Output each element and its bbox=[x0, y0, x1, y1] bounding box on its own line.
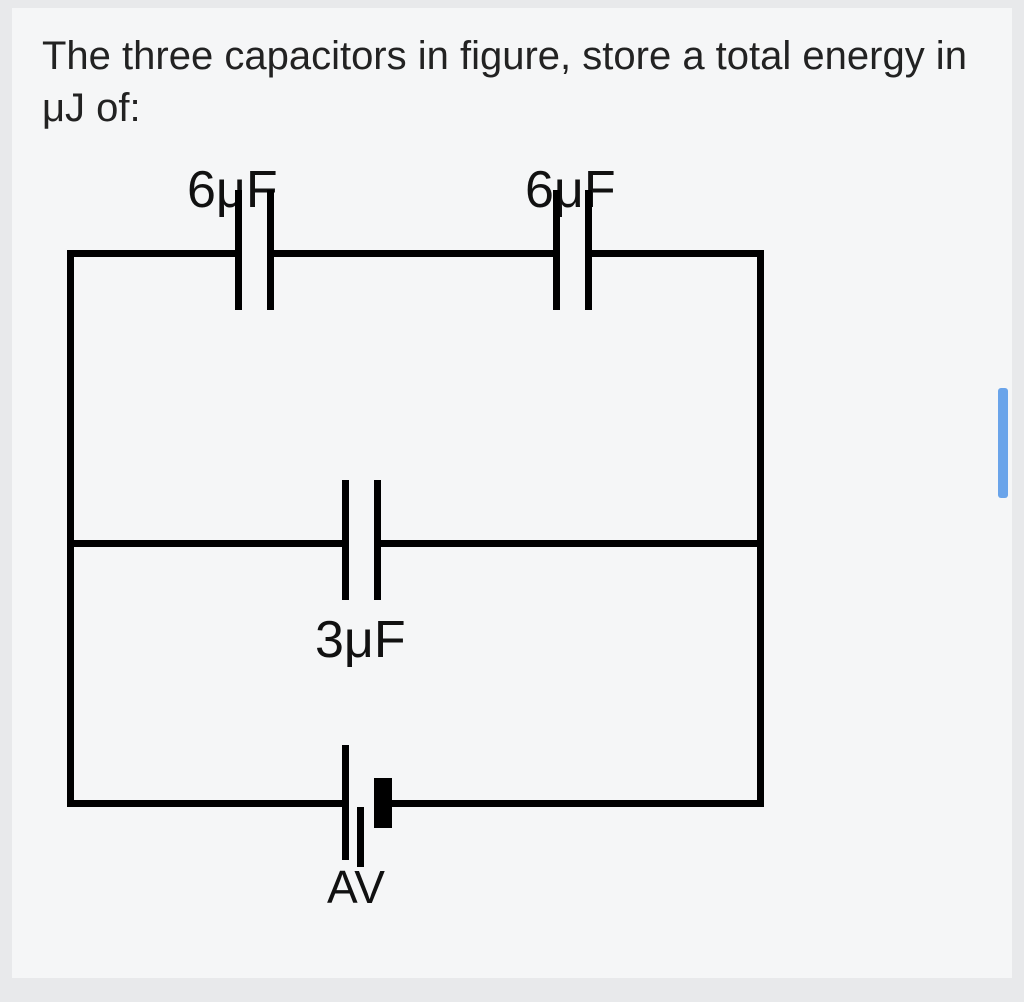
wire-top-seg2 bbox=[274, 250, 553, 257]
page-surface: The three capacitors in figure, store a … bbox=[12, 8, 1012, 978]
question-text: The three capacitors in figure, store a … bbox=[12, 18, 1012, 152]
wire-right-vertical bbox=[757, 250, 764, 807]
battery-label-partial: AV bbox=[327, 860, 385, 914]
wire-bot-seg1 bbox=[67, 800, 342, 807]
wire-mid-seg2 bbox=[381, 540, 764, 547]
cap-c3-label: 3μF bbox=[315, 610, 406, 670]
battery-short-plate bbox=[374, 778, 392, 828]
cap-c1-label: 6μF bbox=[187, 160, 278, 220]
wire-bot-seg2 bbox=[392, 800, 764, 807]
scrollbar-indicator[interactable] bbox=[998, 388, 1008, 498]
battery-long-plate bbox=[342, 745, 349, 860]
wire-top-seg1 bbox=[67, 250, 235, 257]
circuit-diagram: 6μF 6μF 3μF bbox=[67, 160, 827, 920]
wire-left-vertical bbox=[67, 250, 74, 807]
wire-top-seg3 bbox=[592, 250, 764, 257]
cap-c2-label: 6μF bbox=[525, 160, 616, 220]
wire-mid-seg1 bbox=[67, 540, 342, 547]
wire-battery-stub bbox=[357, 807, 364, 867]
